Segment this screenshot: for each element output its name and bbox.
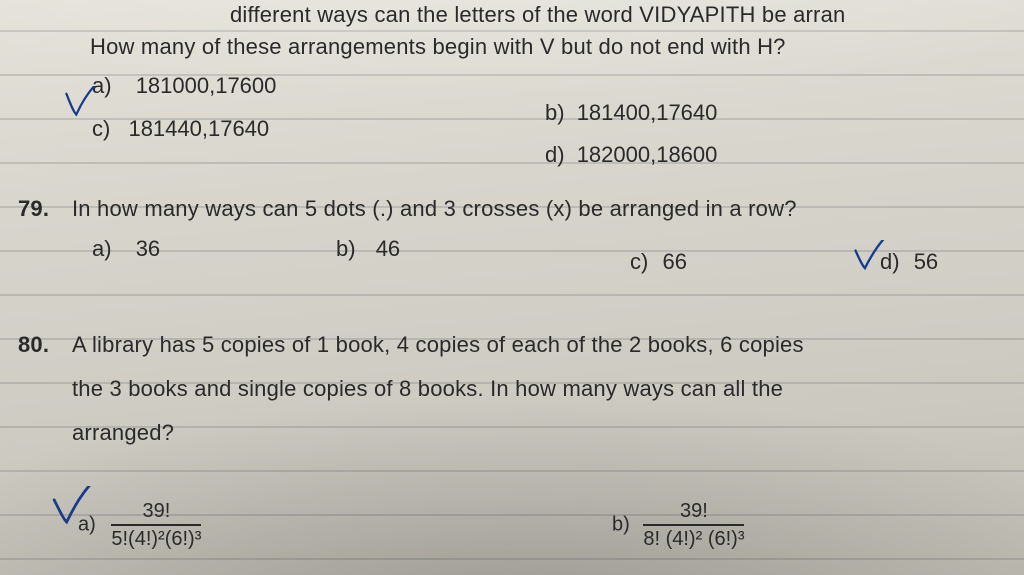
q80-line1: A library has 5 copies of 1 book, 4 copi…	[72, 332, 804, 358]
q78-line2: How many of these arrangements begin wit…	[90, 34, 786, 60]
q79-number: 79.	[18, 196, 49, 222]
opt-text: 181000,17600	[136, 73, 277, 98]
q79-opt-a: a) 36	[92, 236, 160, 262]
opt-label: c)	[92, 116, 110, 141]
opt-text: 66	[662, 249, 686, 274]
q80-opt-b: b) 39! 8! (4!)² (6!)³	[612, 500, 744, 550]
opt-label: b)	[612, 514, 630, 536]
fraction-denominator: 8! (4!)² (6!)³	[643, 526, 744, 550]
q78-opt-b: b) 181400,17640	[545, 100, 717, 126]
opt-label: b)	[545, 100, 565, 125]
fraction-numerator: 39!	[643, 500, 744, 526]
fraction-numerator: 39!	[111, 500, 201, 526]
opt-text: 36	[136, 236, 160, 261]
worksheet-page: different ways can the letters of the wo…	[0, 0, 1024, 575]
q80-line2: the 3 books and single copies of 8 books…	[72, 376, 783, 402]
opt-label: c)	[630, 249, 648, 274]
q78-opt-c: c) 181440,17640	[92, 116, 269, 142]
opt-label: b)	[336, 236, 356, 261]
opt-label: a)	[78, 514, 96, 536]
opt-label: a)	[92, 73, 112, 98]
fraction-denominator: 5!(4!)²(6!)³	[111, 526, 201, 550]
opt-text: 181400,17640	[577, 100, 718, 125]
opt-text: 181440,17640	[128, 116, 269, 141]
opt-text: 46	[376, 236, 400, 261]
q80-opt-a: a) 39! 5!(4!)²(6!)³	[78, 500, 201, 550]
opt-label: d)	[880, 249, 900, 274]
q79-text: In how many ways can 5 dots (.) and 3 cr…	[72, 196, 797, 222]
q79-opt-d: d) 56	[880, 249, 938, 275]
q78-opt-d: d) 182000,18600	[545, 142, 717, 168]
q79-opt-b: b) 46	[336, 236, 400, 262]
opt-text: 56	[914, 249, 938, 274]
q78-line1: different ways can the letters of the wo…	[230, 2, 845, 28]
q80-line3: arranged?	[72, 420, 174, 446]
q80-number: 80.	[18, 332, 49, 358]
opt-label: a)	[92, 236, 112, 261]
opt-text: 182000,18600	[577, 142, 718, 167]
opt-label: d)	[545, 142, 565, 167]
q78-opt-a: a) 181000,17600	[92, 73, 276, 99]
q79-opt-c: c) 66	[630, 249, 687, 275]
